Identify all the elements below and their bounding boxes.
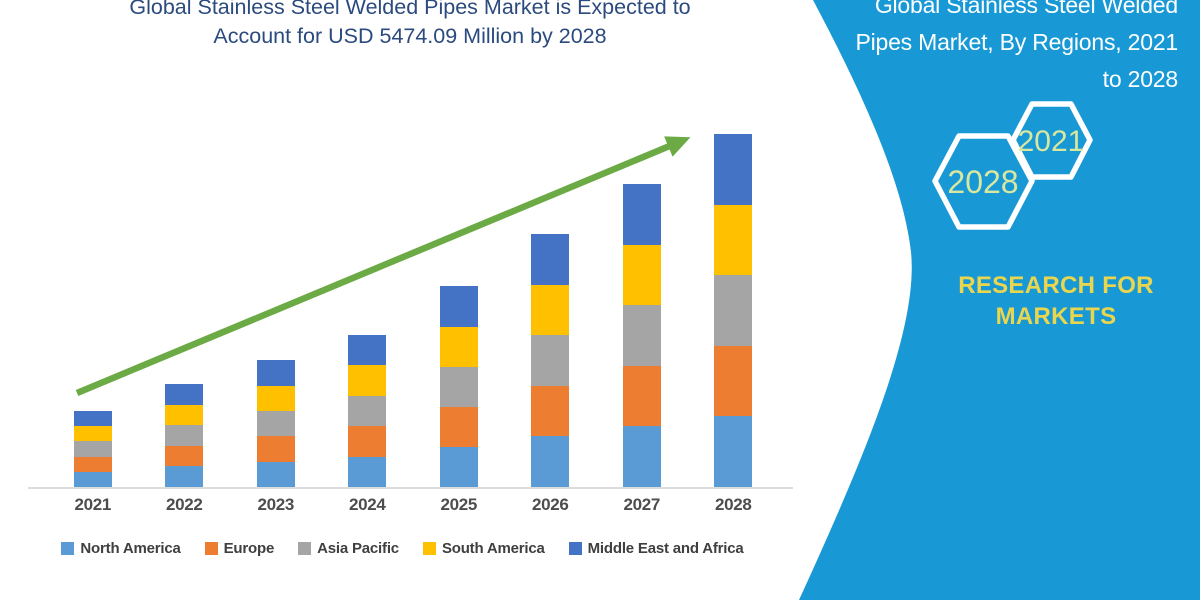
- legend-label: South America: [441, 540, 545, 557]
- chart-title-line1: Global Stainless Steel Welded Pipes Mark…: [129, 0, 691, 19]
- bar-segment-asia-pacific: [73, 441, 112, 457]
- hexagon-2028-icon: 2028: [932, 133, 1035, 230]
- bar-segment-europe: [439, 406, 478, 447]
- brand-text-line2: MARKETS: [995, 303, 1117, 330]
- bar-2021: [73, 410, 112, 487]
- legend-swatch-icon: [61, 542, 75, 555]
- legend-item-europe: Europe: [204, 540, 275, 557]
- bar-segment-middle-east-and-africa: [73, 410, 112, 427]
- bar-segment-north-america: [165, 466, 204, 487]
- bar-segment-north-america: [439, 446, 478, 487]
- legend-swatch-icon: [422, 542, 436, 555]
- bar-segment-south-america: [256, 385, 295, 411]
- bar-segment-europe: [531, 385, 570, 437]
- bar-segment-north-america: [256, 461, 295, 487]
- bar-segment-south-america: [622, 244, 661, 306]
- legend-item-south-america: South America: [422, 540, 545, 557]
- bar-2023: [256, 360, 295, 487]
- x-axis-label-2028: 2028: [714, 495, 752, 514]
- bar-2025: [439, 286, 478, 487]
- bar-segment-asia-pacific: [256, 410, 295, 437]
- bar-segment-europe: [165, 445, 204, 467]
- hexagon-2021-label: 2021: [1018, 125, 1085, 158]
- chart-title-line2: Account for USD 5474.09 Million by 2028: [213, 24, 607, 48]
- legend-swatch-icon: [204, 542, 218, 555]
- brand-text: RESEARCH FOR MARKETS: [946, 270, 1166, 332]
- legend-swatch-icon: [568, 542, 582, 555]
- bar-segment-europe: [73, 456, 112, 472]
- x-axis-label-2022: 2022: [165, 495, 203, 514]
- bar-segment-north-america: [622, 426, 661, 487]
- bar-2028: [714, 134, 753, 487]
- bar-2022: [165, 384, 204, 487]
- x-axis-label-2024: 2024: [348, 495, 386, 514]
- side-panel-background: [799, 0, 1200, 600]
- x-axis-label-2021: 2021: [74, 495, 112, 514]
- x-axis-label-2027: 2027: [623, 495, 661, 514]
- bar-chart-plot: [47, 134, 779, 487]
- side-panel-heading-line2: Pipes Market, By Regions, 2021: [855, 29, 1178, 55]
- bar-segment-middle-east-and-africa: [165, 384, 204, 405]
- legend-label: Asia Pacific: [317, 540, 399, 557]
- bar-segment-middle-east-and-africa: [256, 360, 295, 386]
- side-panel-heading-line3: to 2028: [1102, 66, 1179, 92]
- bar-segment-asia-pacific: [714, 275, 753, 346]
- bar-segment-middle-east-and-africa: [714, 134, 753, 205]
- bar-segment-asia-pacific: [531, 335, 570, 386]
- bar-segment-north-america: [348, 456, 387, 487]
- legend-swatch-icon: [298, 542, 312, 555]
- bar-segment-north-america: [73, 471, 112, 487]
- side-panel-heading-line1: Global Stainless Steel Welded: [874, 0, 1178, 18]
- x-axis-line: [28, 487, 793, 489]
- legend-item-middle-east-and-africa: Middle East and Africa: [568, 540, 744, 557]
- legend-label: Europe: [223, 540, 275, 557]
- bar-segment-south-america: [439, 326, 478, 367]
- bar-segment-south-america: [73, 426, 112, 442]
- bar-segment-europe: [256, 436, 295, 462]
- bar-2027: [622, 184, 661, 487]
- legend-item-north-america: North America: [61, 540, 181, 557]
- bar-segment-asia-pacific: [165, 425, 204, 446]
- bar-2026: [531, 234, 570, 487]
- bar-segment-asia-pacific: [622, 305, 661, 366]
- bar-segment-asia-pacific: [439, 366, 478, 407]
- legend-label: North America: [80, 540, 181, 557]
- bar-segment-middle-east-and-africa: [622, 184, 661, 245]
- brand-text-line1: RESEARCH FOR: [958, 272, 1154, 299]
- chart-title: Global Stainless Steel Welded Pipes Mark…: [30, 0, 790, 51]
- bar-segment-middle-east-and-africa: [531, 234, 570, 285]
- bar-segment-south-america: [165, 404, 204, 426]
- legend-item-asia-pacific: Asia Pacific: [298, 540, 399, 557]
- bar-segment-europe: [622, 365, 661, 427]
- x-axis-label-2025: 2025: [440, 495, 478, 514]
- legend-label: Middle East and Africa: [587, 540, 744, 557]
- bar-segment-asia-pacific: [348, 395, 387, 427]
- hexagon-2028-outline: [932, 133, 1035, 230]
- bar-segment-europe: [348, 426, 387, 457]
- bar-segment-europe: [714, 345, 753, 417]
- bar-segment-south-america: [531, 284, 570, 336]
- bar-segment-south-america: [714, 204, 753, 276]
- side-panel-heading: Global Stainless Steel Welded Pipes Mark…: [842, 0, 1178, 98]
- x-axis: 2021 2022 2023 2024 2025 2026 2027 2028: [47, 495, 779, 519]
- chart-legend: North America Europe Asia Pacific South Ame…: [30, 540, 775, 557]
- bar-segment-middle-east-and-africa: [348, 334, 387, 366]
- x-axis-label-2023: 2023: [257, 495, 295, 514]
- hexagon-2028-label: 2028: [947, 164, 1018, 200]
- bar-segment-north-america: [714, 416, 753, 487]
- bar-segment-south-america: [348, 365, 387, 396]
- bar-segment-middle-east-and-africa: [439, 286, 478, 327]
- x-axis-label-2026: 2026: [531, 495, 569, 514]
- bar-segment-north-america: [531, 436, 570, 487]
- bar-2024: [348, 334, 387, 487]
